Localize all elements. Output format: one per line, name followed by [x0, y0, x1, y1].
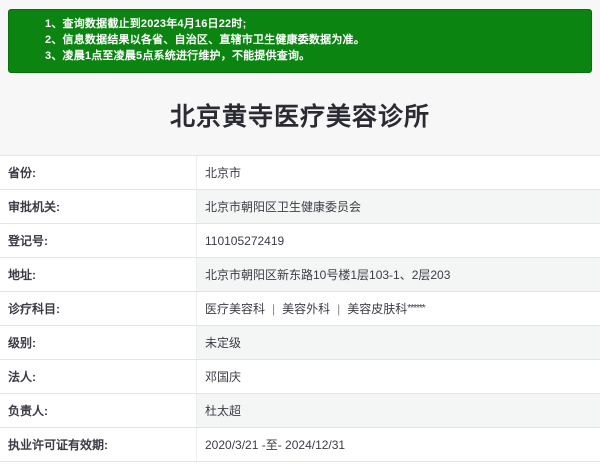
table-row: 省份: 北京市 — [0, 156, 600, 190]
row-value-license-validity: 2020/3/21 -至- 2024/12/31 — [196, 428, 600, 461]
notice-line-1: 1、查询数据截止到2023年4月16日22时; — [45, 18, 247, 30]
row-value-responsible-person: 杜太超 — [196, 394, 600, 427]
row-label-province: 省份: — [8, 166, 36, 180]
table-row: 法人: 邓国庆 — [0, 360, 600, 394]
row-label-responsible-person: 负责人: — [8, 404, 48, 418]
row-label-address: 地址: — [8, 268, 36, 282]
row-label-license-validity: 执业许可证有效期: — [8, 438, 108, 452]
table-row: 登记号: 110105272419 — [0, 224, 600, 258]
row-label-registration-number: 登记号: — [8, 234, 48, 248]
table-row: 执业许可证有效期: 2020/3/21 -至- 2024/12/31 — [0, 428, 600, 462]
notice-line-3: 3、凌晨1点至凌晨5点系统进行维护，不能提供查询。 — [45, 50, 311, 62]
footer-spacer — [0, 462, 600, 470]
row-value-legal-person: 邓国庆 — [196, 360, 600, 393]
row-value-registration-number: 110105272419 — [196, 224, 600, 257]
table-row: 诊疗科目: 医疗美容科 | 美容外科 | 美容皮肤科 ****** — [0, 292, 600, 326]
department-item-3: 美容皮肤科 — [347, 302, 408, 316]
row-label-departments: 诊疗科目: — [8, 302, 60, 316]
department-separator-2: | — [337, 301, 341, 316]
page-title: 北京黄寺医疗美容诊所 — [169, 101, 430, 131]
row-label-level: 级别: — [8, 336, 36, 350]
department-item-2: 美容外科 — [282, 302, 331, 316]
department-separator-1: | — [272, 301, 276, 316]
row-value-departments: 医疗美容科 | 美容外科 | 美容皮肤科 ****** — [196, 292, 600, 325]
clinic-info-table: 省份: 北京市 审批机关: 北京市朝阳区卫生健康委员会 登记号: 1101052… — [0, 155, 600, 462]
row-value-province: 北京市 — [196, 156, 600, 189]
department-masked-stars: ****** — [407, 303, 425, 314]
row-label-authority: 审批机关: — [8, 200, 60, 214]
row-value-address: 北京市朝阳区新东路10号楼1层103-1、2层203 — [196, 258, 600, 291]
table-row: 级别: 未定级 — [0, 326, 600, 360]
table-row: 负责人: 杜太超 — [0, 394, 600, 428]
table-row: 地址: 北京市朝阳区新东路10号楼1层103-1、2层203 — [0, 258, 600, 292]
row-value-authority: 北京市朝阳区卫生健康委员会 — [196, 190, 600, 223]
row-label-legal-person: 法人: — [8, 370, 36, 384]
notice-banner: 1、查询数据截止到2023年4月16日22时; 2、信息数据结果以各省、自治区、… — [8, 9, 592, 73]
notice-banner-wrap: 1、查询数据截止到2023年4月16日22时; 2、信息数据结果以各省、自治区、… — [0, 0, 600, 74]
department-item-1: 医疗美容科 — [205, 302, 266, 316]
table-row: 审批机关: 北京市朝阳区卫生健康委员会 — [0, 190, 600, 224]
title-band: 北京黄寺医疗美容诊所 — [0, 74, 600, 155]
row-value-level: 未定级 — [196, 326, 600, 359]
notice-line-2: 2、信息数据结果以各省、自治区、直辖市卫生健康委数据为准。 — [45, 34, 365, 46]
